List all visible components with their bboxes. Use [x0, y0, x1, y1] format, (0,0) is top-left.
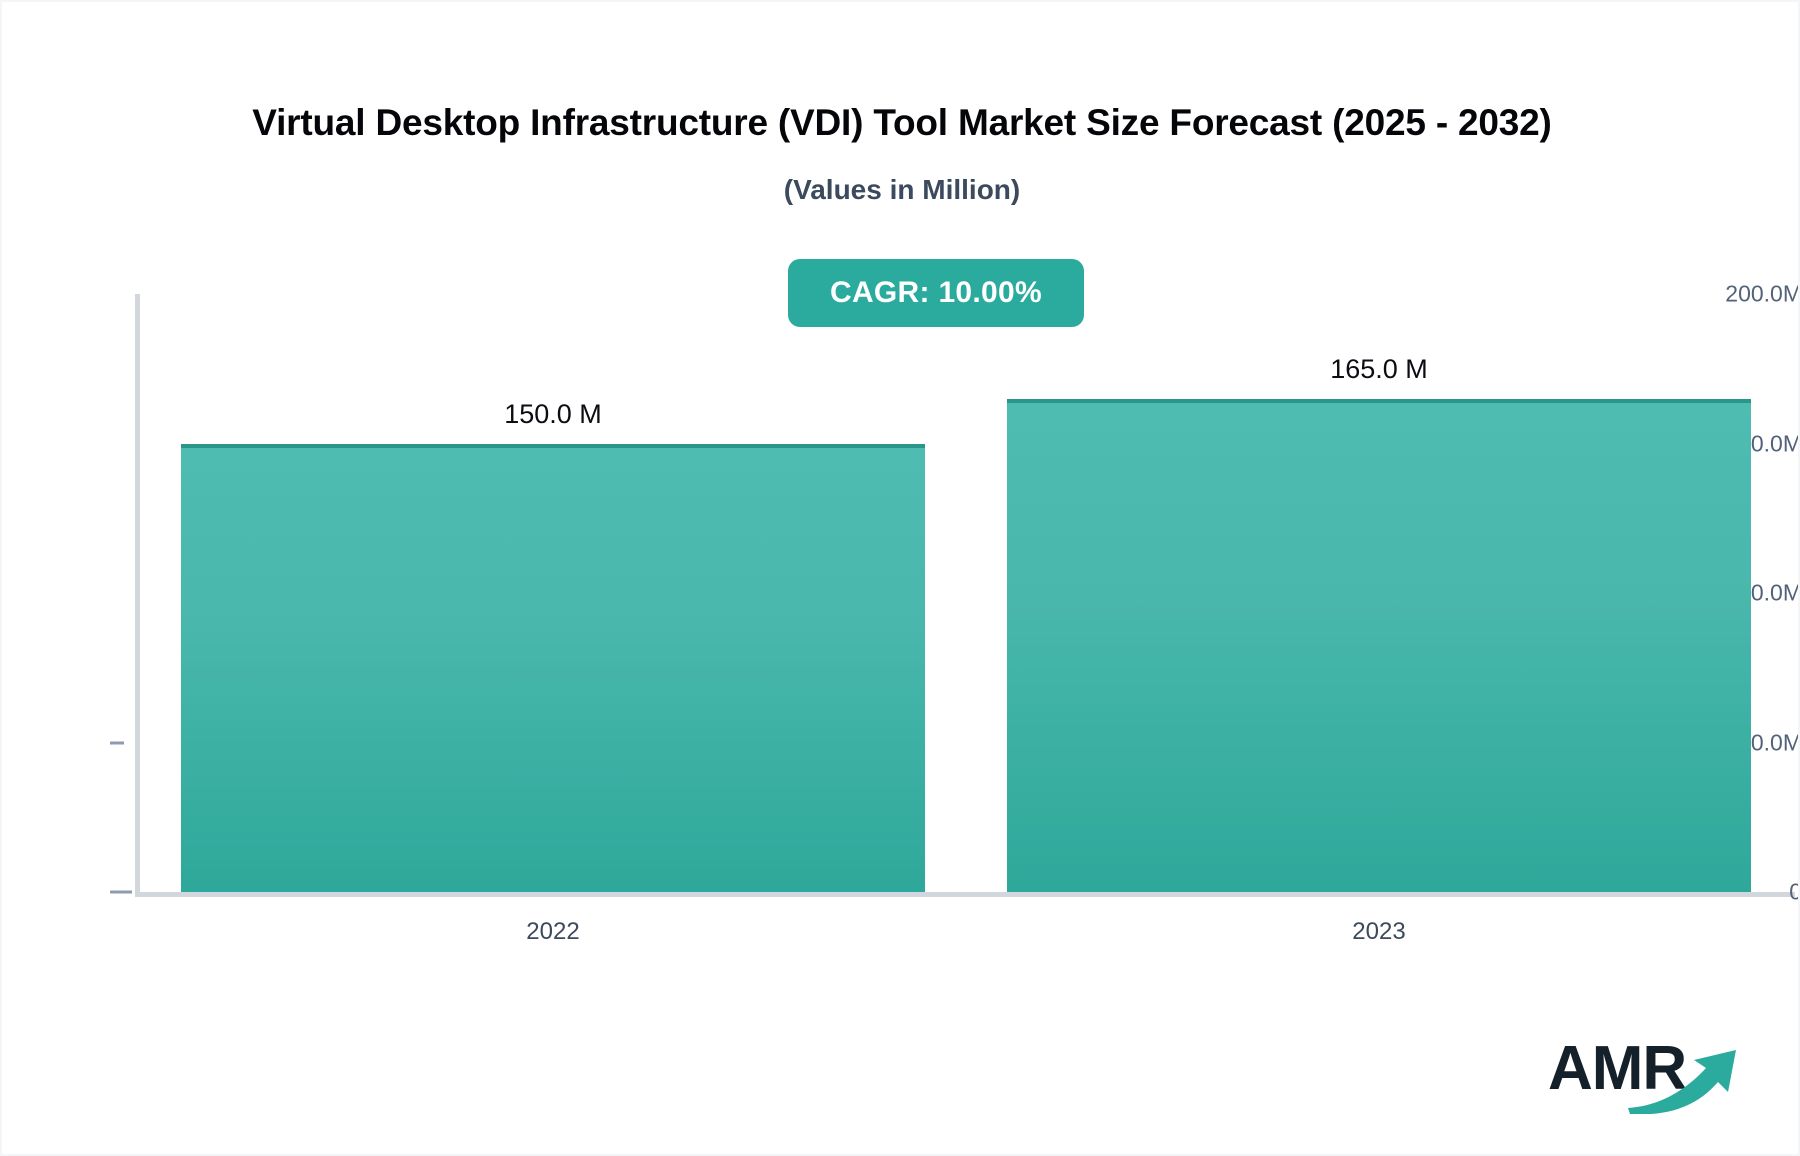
bar-2023[interactable]	[1007, 398, 1751, 892]
y-axis-tick-label: 0	[1692, 879, 1798, 906]
chart-subtitle: (Values in Million)	[783, 174, 1021, 205]
amr-logo: AMR	[1548, 1034, 1738, 1118]
bar-value-label: 150.0 M	[504, 398, 602, 429]
amr-logo-text: AMR	[1548, 1034, 1687, 1103]
cagr-badge-label: CAGR: 10.00%	[829, 276, 1042, 309]
bar-2022[interactable]	[181, 443, 925, 892]
x-axis-tick-label: 2022	[526, 918, 580, 945]
y-axis-tick-mark	[110, 741, 124, 744]
bar-value-label: 165.0 M	[1330, 353, 1428, 384]
y-axis-tick-label: 200.0M	[1725, 280, 1800, 307]
y-axis-line	[135, 294, 140, 896]
x-axis-line	[135, 892, 1795, 897]
page-title: Virtual Desktop Infrastructure (VDI) Too…	[252, 102, 1552, 143]
trend-up-arrow-icon	[1628, 1050, 1736, 1114]
cagr-badge: CAGR: 10.00%	[788, 259, 1084, 327]
y-axis-tick-mark	[110, 890, 132, 894]
x-axis-tick-label: 2023	[1352, 918, 1406, 945]
